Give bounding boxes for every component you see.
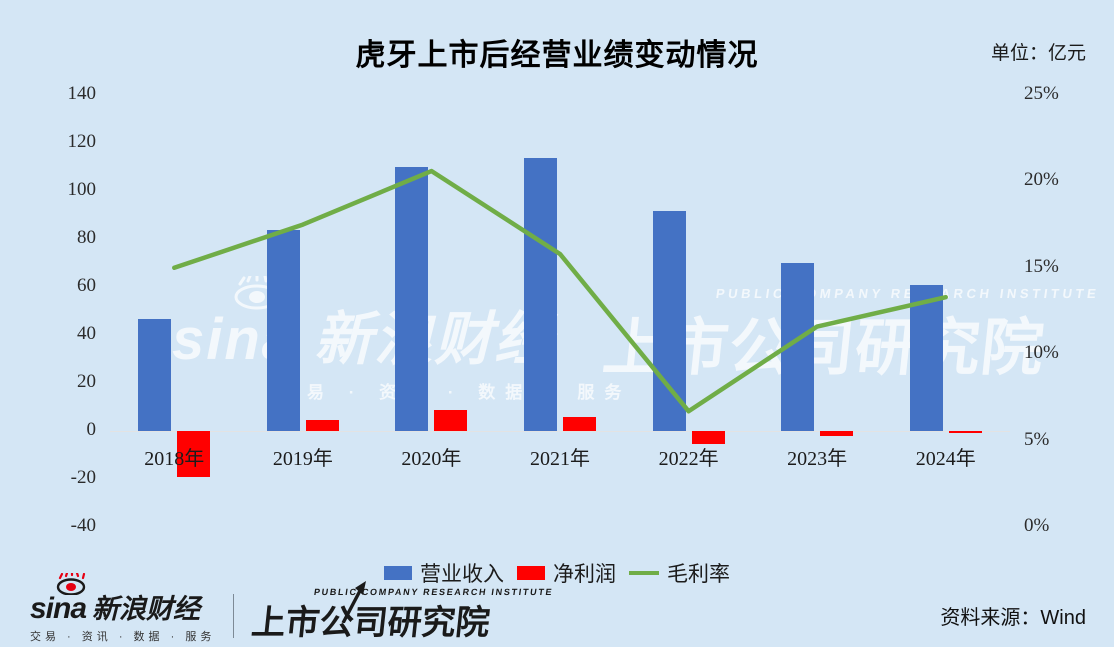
right-axis-tick: 25% [1024, 83, 1059, 104]
footer-divider [233, 593, 235, 638]
left-axis-tick: 120 [67, 131, 97, 152]
gross-margin-line [172, 168, 948, 414]
left-axis-tick: -20 [70, 467, 96, 488]
right-axis-tick: 20% [1024, 169, 1059, 191]
x-axis-label: 2019年 [272, 448, 333, 470]
legend-item[interactable]: 净利润 [517, 558, 616, 588]
x-axis-label: 2024年 [915, 448, 976, 470]
legend-line-marker [629, 571, 659, 575]
legend-label: 毛利率 [667, 563, 730, 586]
left-axis-tick: 20 [77, 371, 96, 392]
legend-label: 净利润 [553, 563, 616, 586]
logo-sina-en: sina [30, 592, 87, 625]
bar-revenue [909, 285, 943, 431]
footer: sina 新浪财经 交易 · 资讯 · 数据 · 服务 PUBLIC COMPA… [0, 570, 1114, 647]
x-axis-label: 2022年 [658, 448, 719, 470]
x-axis-label: 2021年 [530, 448, 590, 470]
right-axis-tick: 5% [1024, 428, 1050, 450]
zero-axis-line [110, 431, 1010, 432]
x-axis-label: 2018年 [144, 448, 205, 470]
plot-area: 140 120 100 80 60 40 20 0 -20 -40 25% 20% 15% 10% 5% 0… [68, 83, 1059, 538]
bar-net-profit [820, 431, 854, 436]
left-axis-tick: 100 [67, 179, 97, 200]
bar-net-profit [434, 410, 468, 431]
sina-eye-icon-footer [56, 570, 86, 596]
left-axis-tick: 140 [67, 83, 97, 104]
logo-sina-sub: 交易 · 资讯 · 数据 · 服务 [30, 631, 216, 643]
bar-net-profit [948, 431, 982, 433]
logo-sina-cn: 新浪财经 [92, 594, 201, 624]
legend-label: 营业收入 [420, 563, 504, 586]
right-axis-tick: 15% [1024, 255, 1059, 277]
bar-net-profit [691, 431, 725, 445]
arrow-icon-footer [340, 579, 370, 628]
page-title: 虎牙上市后经营业绩变动情况 [355, 39, 759, 72]
legend-item[interactable]: 营业收入 [384, 558, 504, 588]
logo-pcri: PUBLIC COMPANY RESEARCH INSTITUTE 上市公司研究… [249, 581, 554, 644]
legend-square-marker [517, 566, 545, 580]
bar-revenue [395, 167, 429, 431]
left-axis-tick: 0 [86, 419, 97, 440]
bar-revenue [266, 229, 300, 431]
left-axis-tick: 80 [77, 227, 96, 248]
x-axis-label: 2020年 [401, 448, 462, 470]
bar-revenue [524, 157, 557, 431]
bar-revenue [138, 319, 172, 431]
left-axis-tick: -40 [70, 515, 96, 536]
source-label: 资料来源：Wind [940, 607, 1086, 629]
chart-legend: 营业收入 净利润 毛利率 [0, 558, 1114, 588]
right-axis-tick: 10% [1024, 342, 1059, 364]
legend-square-marker [384, 566, 412, 580]
left-axis-tick: 60 [77, 275, 96, 296]
legend-item[interactable]: 毛利率 [629, 558, 730, 588]
bar-net-profit [305, 419, 339, 431]
unit-label: 单位：亿元 [990, 43, 1086, 64]
gross-margin-polyline [172, 168, 948, 414]
bar-net-profit [563, 416, 596, 431]
left-axis-tick: 40 [77, 323, 96, 344]
logo-sina: sina 新浪财经 交易 · 资讯 · 数据 · 服务 [30, 570, 216, 644]
x-axis-label: 2023年 [787, 448, 848, 470]
bar-revenue [652, 211, 686, 431]
logo-pcri-cn: 上市公司研究院 [249, 604, 492, 642]
bar-net-profit [177, 431, 211, 478]
right-axis-tick: 0% [1024, 515, 1050, 536]
